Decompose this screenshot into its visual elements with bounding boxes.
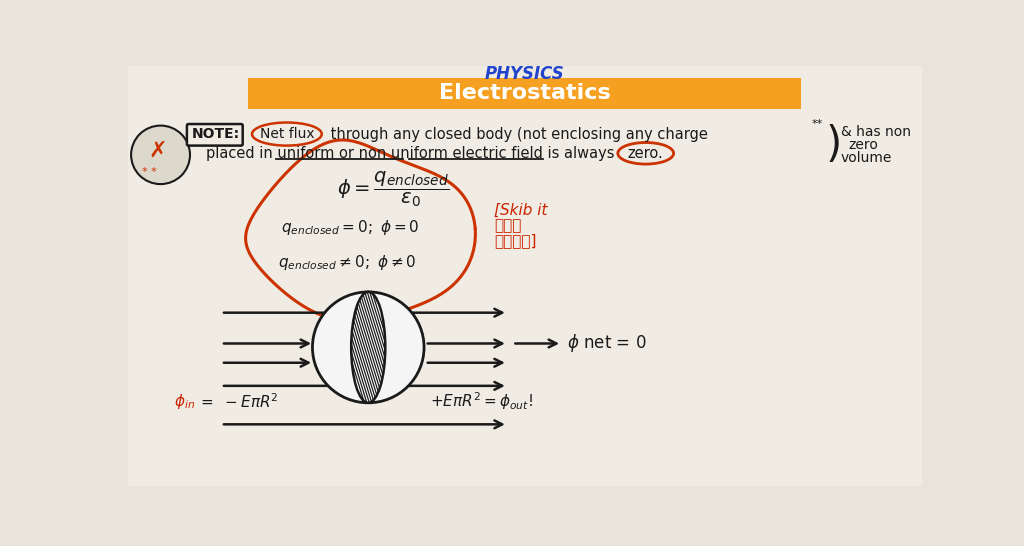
Ellipse shape bbox=[351, 292, 385, 403]
Text: Electrostatics: Electrostatics bbox=[439, 83, 610, 103]
Text: PHYSICS: PHYSICS bbox=[485, 65, 564, 83]
Text: $\phi$ net = 0: $\phi$ net = 0 bbox=[566, 333, 646, 354]
Text: [Skib it: [Skib it bbox=[494, 203, 547, 218]
Text: ): ) bbox=[825, 124, 842, 166]
FancyBboxPatch shape bbox=[248, 78, 802, 109]
Text: NOTE:: NOTE: bbox=[191, 127, 240, 141]
Text: $q_{enclosed} \neq 0;\ \phi \neq 0$: $q_{enclosed} \neq 0;\ \phi \neq 0$ bbox=[278, 253, 416, 272]
Text: **: ** bbox=[812, 119, 823, 129]
Text: & has non: & has non bbox=[841, 124, 911, 139]
Text: through any closed body (not enclosing any charge: through any closed body (not enclosing a… bbox=[327, 127, 709, 141]
FancyBboxPatch shape bbox=[128, 66, 922, 486]
Circle shape bbox=[131, 126, 190, 184]
Text: $+E\pi R^2 = \phi_{out}!$: $+E\pi R^2 = \phi_{out}!$ bbox=[430, 390, 534, 412]
Text: $q_{enclosed} = 0;\ \phi = 0$: $q_{enclosed} = 0;\ \phi = 0$ bbox=[282, 218, 420, 238]
Text: Net flux: Net flux bbox=[259, 127, 314, 141]
Text: * *: * * bbox=[142, 167, 157, 177]
Text: आएगा]: आएगा] bbox=[494, 234, 537, 248]
Text: placed in uniform or non uniform electric field is always: placed in uniform or non uniform electri… bbox=[206, 146, 614, 161]
Text: zero: zero bbox=[849, 138, 879, 152]
Text: $= \ -E\pi R^2$: $= \ -E\pi R^2$ bbox=[198, 392, 279, 411]
Text: zero.: zero. bbox=[628, 146, 664, 161]
Text: $\phi_{in}$: $\phi_{in}$ bbox=[174, 391, 196, 411]
Text: $\phi = \dfrac{q_{enclosed}}{\epsilon_0}$: $\phi = \dfrac{q_{enclosed}}{\epsilon_0}… bbox=[337, 170, 450, 209]
Text: volume: volume bbox=[841, 151, 892, 165]
Text: अगर: अगर bbox=[494, 218, 521, 233]
FancyBboxPatch shape bbox=[187, 124, 243, 146]
Circle shape bbox=[312, 292, 424, 403]
Text: ✗: ✗ bbox=[148, 141, 167, 161]
